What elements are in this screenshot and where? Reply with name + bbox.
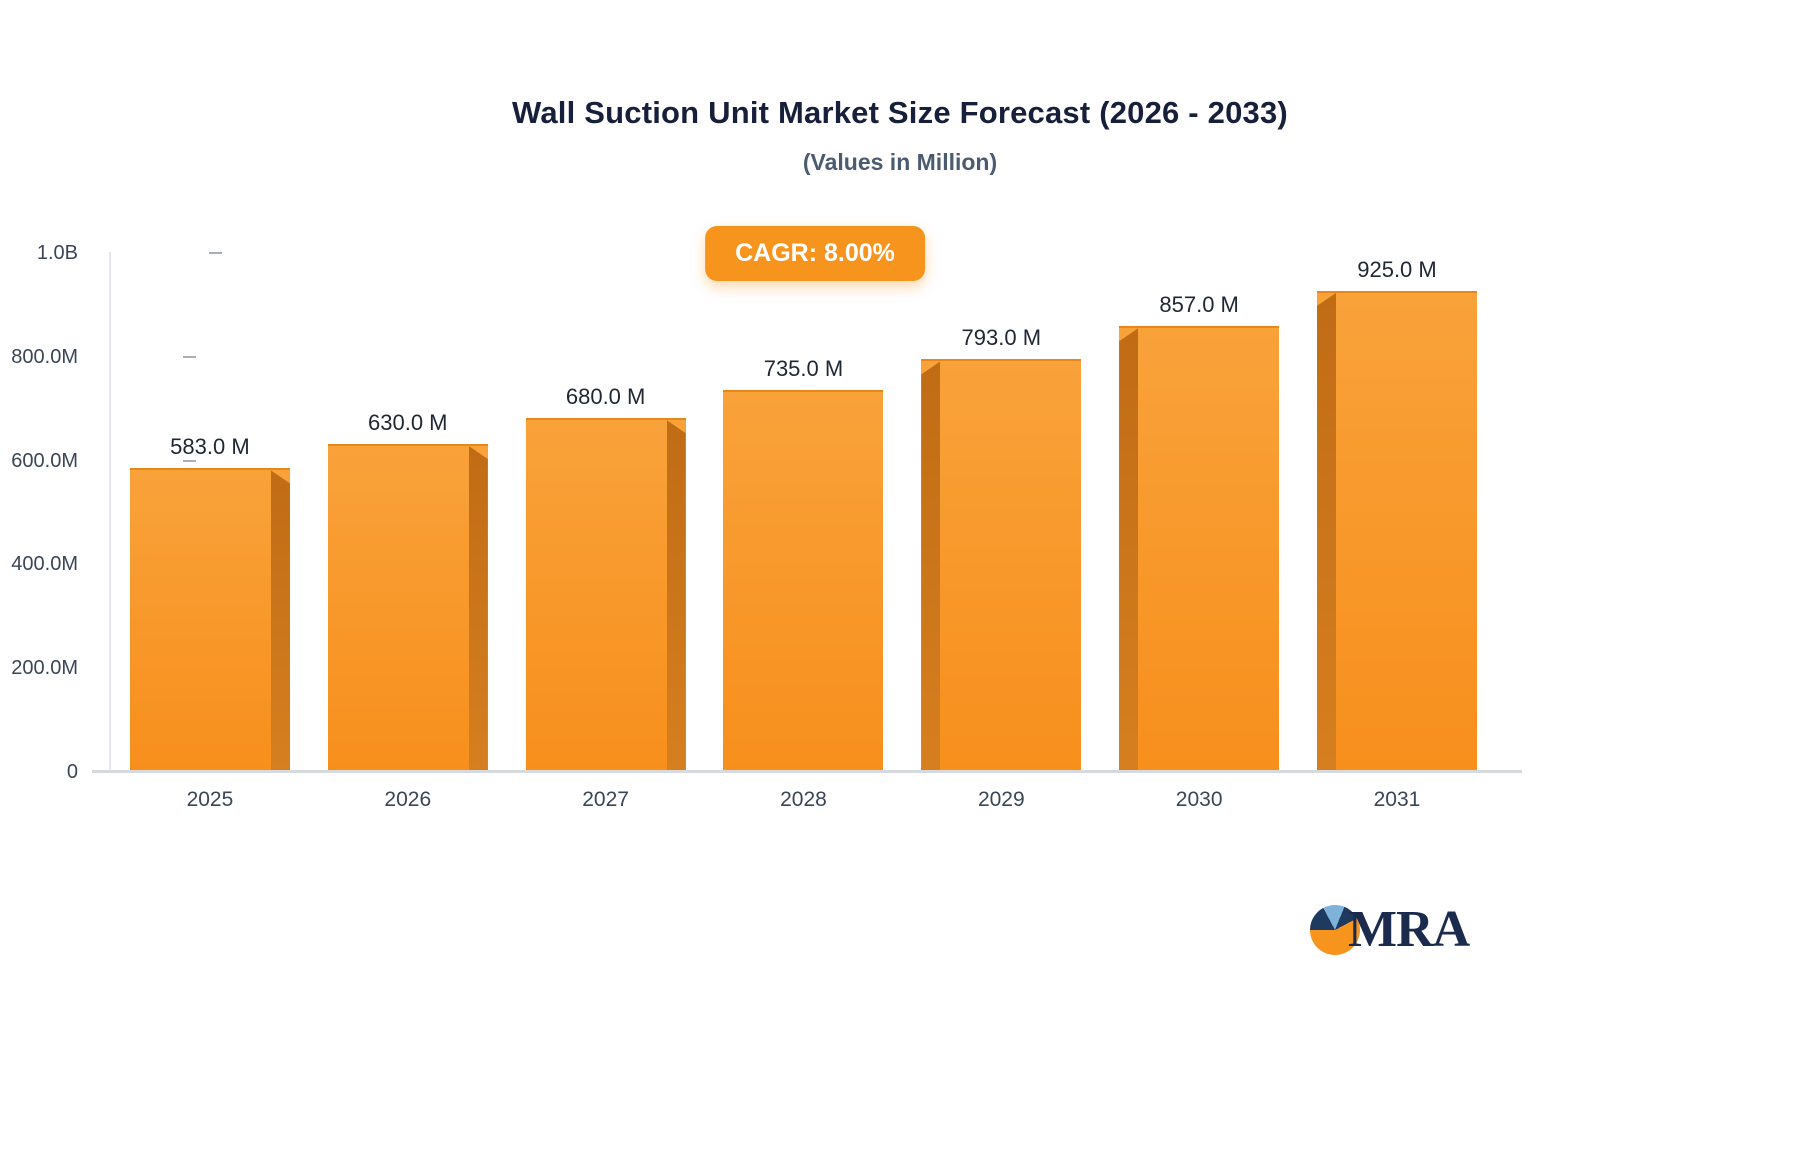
bar-2027: 680.0 M <box>525 384 686 771</box>
x-axis-label: 2030 <box>1175 788 1223 811</box>
bar-2030: 857.0 M <box>1119 292 1280 771</box>
bar-side-face <box>1119 328 1139 771</box>
y-axis-line <box>109 252 111 771</box>
bar-2026: 630.0 M <box>327 410 488 771</box>
x-axis-label: 2028 <box>780 788 827 811</box>
brand-logo: MRA <box>1310 900 1470 959</box>
y-tick-label: 400.0M <box>11 551 197 577</box>
plot-area: 0 200.0M 400.0M 600.0M 800.0M 1.0B 583.0 M 630… <box>0 242 1540 852</box>
bar-2029: 793.0 M <box>921 325 1082 771</box>
bar-2025: 583.0 M <box>129 434 290 771</box>
x-axis-label: 2031 <box>1373 788 1421 811</box>
bars-container: 583.0 M 630.0 M 680.0 M 735.0 M 793.0 M 857.0… <box>111 252 1496 771</box>
logo-text: MRA <box>1348 901 1470 958</box>
bar-value-label: 925.0 M <box>1357 256 1437 282</box>
bar-group: 630.0 M <box>309 252 506 771</box>
y-tick-label: 0 <box>67 759 252 785</box>
bar-side-face <box>666 420 686 771</box>
y-axis: 0 200.0M 400.0M 600.0M 800.0M 1.0B <box>0 242 252 783</box>
bar-side-face <box>270 470 290 771</box>
bar-value-label: 630.0 M <box>368 410 448 435</box>
bar-group: 680.0 M <box>507 252 704 771</box>
y-tick-mark <box>97 344 197 370</box>
x-axis-labels: 2025 2026 2027 2028 2029 2030 2031 <box>111 788 1496 812</box>
chart-title: Wall Suction Unit Market Size Forecast (… <box>512 95 1288 130</box>
bar-value-label: 857.0 M <box>1159 292 1239 318</box>
cagr-badge: CAGR: 8.00% <box>705 226 925 281</box>
bar-side-face <box>921 361 941 771</box>
bar-2028: 735.0 M <box>723 356 884 771</box>
y-tick-label: 1.0B <box>37 240 222 266</box>
bar-group: 925.0 M <box>1298 252 1495 771</box>
x-axis-line <box>92 770 1522 773</box>
y-tick-label: 200.0M <box>11 655 197 681</box>
x-axis-label: 2025 <box>186 788 234 811</box>
logo-pie-icon <box>1310 904 1360 955</box>
x-axis-label: 2026 <box>384 788 432 811</box>
bar-value-label: 735.0 M <box>763 355 844 381</box>
y-tick-label: 800.0M <box>11 344 197 370</box>
bar-group: 735.0 M <box>705 252 902 771</box>
bar-value-label: 680.0 M <box>565 384 646 410</box>
bar-side-face <box>468 446 488 771</box>
bar-value-label: 793.0 M <box>961 325 1042 351</box>
bar-group: 583.0 M <box>111 252 308 771</box>
bar-group: 857.0 M <box>1101 252 1298 771</box>
bar-side-face <box>1316 292 1336 771</box>
x-axis-label: 2027 <box>582 788 629 811</box>
bar-value-label: 583.0 M <box>170 434 250 460</box>
y-tick-mark <box>123 240 223 266</box>
bar-group: 793.0 M <box>903 252 1100 771</box>
y-tick-mark <box>97 448 197 474</box>
x-axis-label: 2029 <box>977 788 1025 811</box>
chart-subtitle: (Values in Million) <box>802 149 998 175</box>
y-tick-label: 600.0M <box>11 448 197 474</box>
bar-2031: 925.0 M <box>1316 257 1477 771</box>
